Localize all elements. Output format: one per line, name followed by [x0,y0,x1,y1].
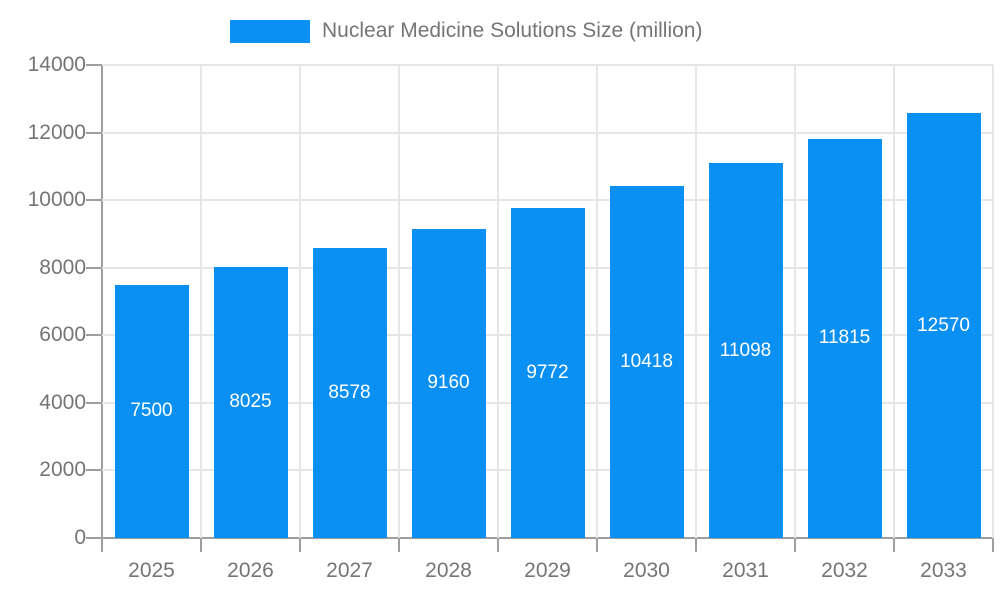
bar-value-label: 12570 [917,314,970,336]
x-axis-label: 2032 [821,559,868,582]
x-axis-tick [992,538,994,552]
bar[interactable]: 9772 [510,207,585,538]
y-axis-tick [86,334,102,337]
plot-area: 7500 8025 8578 9160 9772 10418 11098 11815 12570 [86,64,994,552]
bar-value-label: 7500 [130,400,173,422]
y-axis-tick [86,537,102,539]
x-axis-tick [299,538,301,552]
legend: Nuclear Medicine Solutions Size (million… [230,18,702,44]
x-axis-tick [101,538,103,552]
y-gridline [102,131,993,134]
bar[interactable]: 11098 [708,163,783,538]
x-axis-label: 2025 [128,559,175,582]
bar[interactable]: 7500 [114,284,189,538]
bar-value-label: 11815 [818,327,871,349]
x-axis-label: 2030 [623,559,670,582]
y-axis-label: 8000 [39,255,86,279]
x-axis-tick [596,538,598,552]
x-axis-label: 2033 [920,559,967,582]
y-axis-label: 2000 [39,458,86,482]
y-axis-line [101,65,103,538]
x-gridline [794,65,796,538]
x-gridline [992,65,994,538]
bar-value-label: 11098 [719,339,772,361]
y-axis-tick [86,64,102,66]
x-axis-tick [200,538,202,552]
x-axis-label: 2027 [326,559,373,582]
y-axis-label: 4000 [39,390,86,414]
x-gridline [893,65,895,538]
x-axis-tick [794,538,796,552]
x-gridline [497,65,499,538]
y-axis-tick [86,469,102,472]
bar[interactable]: 11815 [807,138,882,538]
x-axis-label: 2026 [227,559,274,582]
y-axis-label: 10000 [27,188,86,212]
x-gridline [596,65,598,538]
bar-value-label: 8025 [229,391,272,413]
bar-value-label: 10418 [620,351,673,372]
y-axis-label: 14000 [27,53,86,76]
x-axis-tick [695,538,697,552]
x-axis-tick [893,538,895,552]
bar[interactable]: 12570 [906,113,981,538]
x-gridline [200,65,202,538]
bar-value-label: 9772 [526,361,569,383]
y-axis-tick [86,266,102,269]
x-gridline [398,65,400,538]
bar[interactable]: 9160 [411,228,486,538]
bar[interactable]: 8025 [213,266,288,538]
legend-label: Nuclear Medicine Solutions Size (million… [322,19,703,42]
x-axis-label: 2029 [524,559,571,582]
y-axis-label: 6000 [39,323,86,347]
bar-value-label: 9160 [427,372,470,394]
x-gridline [299,65,301,538]
y-gridline [102,64,993,66]
x-gridline [695,65,697,538]
y-axis-tick [86,401,102,404]
y-axis-label: 0 [74,526,86,549]
y-axis-tick [86,131,102,134]
y-axis-tick [86,199,102,202]
x-axis-label: 2028 [425,559,472,582]
bar[interactable]: 8578 [312,248,387,538]
x-axis-label: 2031 [722,559,769,582]
x-axis-tick [497,538,499,552]
x-axis-tick [398,538,400,552]
bar[interactable]: 10418 [609,186,684,538]
legend-swatch [230,19,310,43]
y-gridline [102,199,993,202]
bar-value-label: 8578 [328,382,371,404]
y-axis-label: 12000 [27,120,86,144]
x-axis-line [101,537,993,539]
